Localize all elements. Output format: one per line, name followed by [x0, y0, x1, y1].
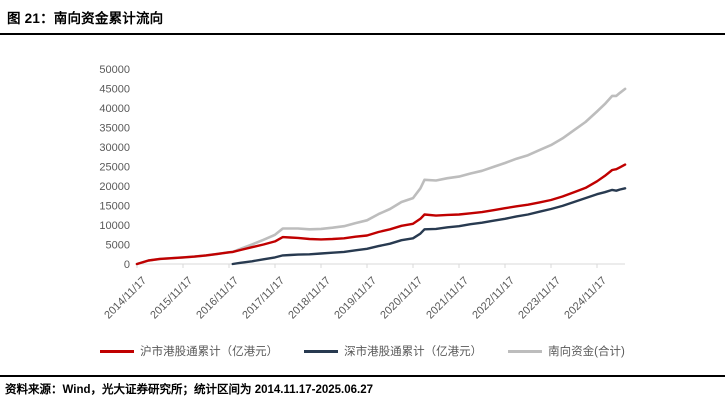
x-axis-label: 2020/11/17	[378, 275, 425, 322]
title-divider	[0, 33, 725, 35]
y-axis-label: 5000	[106, 240, 130, 252]
x-axis-label: 2014/11/17	[102, 275, 149, 322]
y-axis-label: 45000	[99, 84, 130, 96]
line-chart: 2014/11/17 2015/11/17 2016/11/17 2017/11/17…	[99, 64, 627, 322]
x-axis-label: 2021/11/17	[424, 275, 471, 322]
figure-title: 图 21：南向资金累计流向	[7, 11, 164, 26]
x-axis-label: 2024/11/17	[562, 275, 609, 322]
x-axis-label: 2022/11/17	[470, 275, 517, 322]
y-axis-label: 35000	[99, 123, 130, 135]
line-southbound-total	[135, 87, 627, 266]
chart-legend: 沪市港股通累计（亿港元） 深市港股通累计（亿港元） 南向资金(合计)	[0, 341, 725, 361]
x-axis-label: 2017/11/17	[240, 275, 287, 322]
footer-divider	[0, 375, 725, 377]
legend-label: 沪市港股通累计（亿港元）	[140, 346, 279, 358]
figure-footer: 资料来源：Wind，光大证券研究所；统计区间为 2014.11.17-2025.…	[0, 375, 725, 397]
y-axis-label: 15000	[99, 201, 130, 213]
y-axis-label: 25000	[99, 162, 130, 174]
legend-label: 南向资金(合计)	[548, 346, 625, 358]
y-axis-label: 50000	[99, 64, 130, 76]
x-axis-label: 2023/11/17	[516, 275, 563, 322]
x-axis-label: 2019/11/17	[332, 275, 379, 322]
legend-item-sz-connect-cumulative: 深市港股通累计（亿港元）	[304, 343, 482, 359]
legend-swatch-sz-connect-cumulative	[304, 349, 339, 353]
line-sh-connect-cumulative	[135, 163, 627, 266]
y-axis-label: 20000	[99, 181, 130, 193]
legend-label: 深市港股通累计（亿港元）	[344, 346, 483, 358]
y-axis-label: 40000	[99, 103, 130, 115]
legend-swatch-southbound-total	[508, 349, 543, 353]
line-sz-connect-cumulative	[231, 187, 627, 266]
x-axis-label: 2015/11/17	[148, 275, 195, 322]
y-axis-label: 10000	[99, 220, 130, 232]
y-axis-label: 0	[124, 259, 130, 271]
legend-item-southbound-total: 南向资金(合计)	[508, 343, 625, 359]
legend-item-sh-connect-cumulative: 沪市港股通累计（亿港元）	[100, 343, 278, 359]
chart-area: 2014/11/17 2015/11/17 2016/11/17 2017/11/17…	[0, 35, 725, 370]
legend-swatch-sh-connect-cumulative	[100, 349, 135, 353]
y-axis-label: 30000	[99, 142, 130, 154]
source-note: 资料来源：Wind，光大证券研究所；统计区间为 2014.11.17-2025.…	[5, 384, 373, 396]
x-axis-label: 2018/11/17	[286, 275, 333, 322]
figure-header: 图 21：南向资金累计流向	[0, 0, 725, 35]
x-axis-label: 2016/11/17	[194, 275, 241, 322]
